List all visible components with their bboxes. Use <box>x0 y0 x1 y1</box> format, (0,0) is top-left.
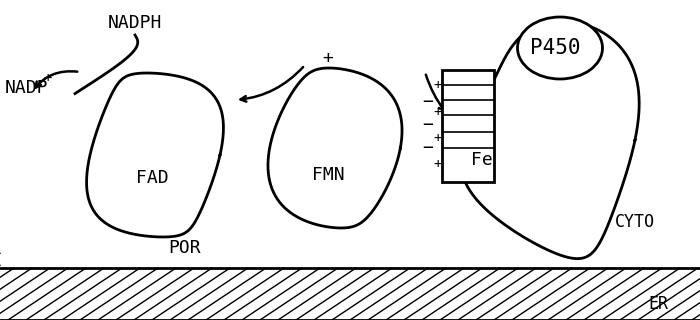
Text: ER: ER <box>648 295 668 313</box>
Polygon shape <box>87 73 223 237</box>
Text: P450: P450 <box>530 38 580 58</box>
Bar <box>442 70 494 182</box>
Text: FMN: FMN <box>312 166 344 184</box>
Text: +: + <box>434 78 442 92</box>
Text: −: − <box>423 116 433 134</box>
Polygon shape <box>461 21 639 259</box>
Text: Fe: Fe <box>471 151 493 169</box>
Text: NADPH: NADPH <box>108 14 162 32</box>
Text: +: + <box>434 105 442 119</box>
Text: FAD: FAD <box>136 169 168 187</box>
Text: +: + <box>323 49 333 67</box>
Text: +: + <box>434 131 442 145</box>
Bar <box>0 268 700 320</box>
Text: +: + <box>434 157 442 171</box>
Text: −: − <box>423 139 433 157</box>
Text: NADP: NADP <box>5 79 48 97</box>
Text: POR: POR <box>169 239 202 257</box>
Text: +: + <box>43 71 51 85</box>
Text: −: − <box>423 93 433 111</box>
Polygon shape <box>268 68 402 228</box>
Ellipse shape <box>517 17 603 79</box>
Text: CYTO: CYTO <box>615 213 655 231</box>
